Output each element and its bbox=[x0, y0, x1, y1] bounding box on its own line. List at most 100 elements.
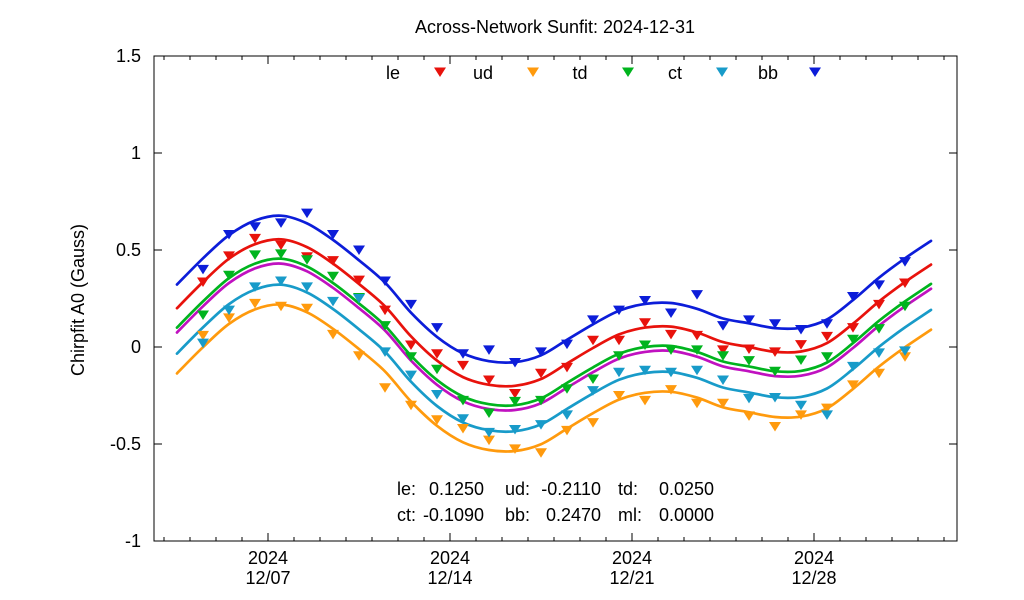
marker-le bbox=[639, 318, 651, 328]
marker-ud bbox=[821, 403, 833, 414]
series-markers-ud bbox=[197, 298, 911, 458]
marker-le bbox=[535, 368, 547, 379]
marker-bb bbox=[717, 321, 729, 331]
marker-bb bbox=[769, 319, 781, 329]
legend-label: bb bbox=[758, 63, 778, 83]
marker-le bbox=[717, 345, 729, 355]
marker-ud bbox=[223, 313, 235, 323]
marker-td bbox=[405, 352, 417, 362]
marker-bb bbox=[327, 229, 339, 240]
axis-ticks bbox=[154, 55, 957, 542]
marker-ud bbox=[665, 385, 677, 395]
fit-annotation-label: bb: bbox=[505, 505, 530, 525]
marker-ct bbox=[821, 410, 833, 420]
plot-border bbox=[153, 55, 958, 542]
x-tick-label-year: 2024 bbox=[248, 548, 288, 568]
marker-bb bbox=[821, 319, 833, 329]
series-curve-ml bbox=[175, 262, 933, 412]
marker-ud bbox=[587, 418, 599, 428]
marker-ct bbox=[301, 282, 313, 292]
marker-ud bbox=[275, 301, 287, 312]
legend-entry-bb: bb bbox=[758, 63, 821, 83]
fit-annotation-label: ml: bbox=[618, 505, 642, 525]
y-tick-label: 1 bbox=[131, 143, 141, 163]
marker-le bbox=[457, 360, 469, 371]
legend-entry-le: le bbox=[386, 63, 446, 83]
legend-marker-icon-td bbox=[622, 67, 634, 77]
marker-ud bbox=[899, 352, 911, 362]
marker-td bbox=[457, 395, 469, 406]
legend-marker-icon-bb bbox=[809, 67, 821, 77]
marker-bb bbox=[743, 315, 755, 325]
marker-le bbox=[431, 349, 443, 359]
marker-bb bbox=[249, 222, 261, 232]
marker-le bbox=[223, 251, 235, 261]
marker-bb bbox=[275, 218, 287, 228]
marker-ct bbox=[665, 367, 677, 378]
marker-td bbox=[769, 366, 781, 377]
marker-le bbox=[795, 340, 807, 350]
series-curve-ud bbox=[175, 303, 933, 453]
marker-ct bbox=[249, 282, 261, 292]
marker-le bbox=[769, 347, 781, 357]
series-curve-td bbox=[175, 257, 933, 408]
marker-ct bbox=[353, 294, 365, 304]
fit-annotation-value: -0.1090 bbox=[423, 505, 484, 525]
marker-bb bbox=[483, 345, 495, 355]
marker-td bbox=[535, 395, 547, 406]
marker-td bbox=[899, 301, 911, 312]
marker-ct bbox=[483, 427, 495, 438]
marker-ud bbox=[431, 415, 443, 425]
marker-le bbox=[561, 362, 573, 373]
marker-ct bbox=[405, 370, 417, 381]
marker-bb bbox=[847, 292, 859, 302]
y-axis-title: Chirpfit A0 (Gauss) bbox=[68, 224, 88, 376]
x-tick-label-year: 2024 bbox=[612, 548, 652, 568]
fit-annotation-value: 0.2470 bbox=[546, 505, 601, 525]
series-markers-bb bbox=[197, 208, 911, 368]
marker-ct bbox=[717, 375, 729, 385]
marker-le bbox=[483, 375, 495, 385]
marker-ud bbox=[873, 368, 885, 379]
marker-ct bbox=[847, 361, 859, 372]
marker-ct bbox=[535, 420, 547, 430]
marker-ct bbox=[691, 365, 703, 376]
x-tick-label-date: 12/14 bbox=[427, 568, 472, 588]
marker-le bbox=[613, 335, 625, 346]
marker-ct bbox=[587, 386, 599, 396]
fit-annotation-value: 0.1250 bbox=[429, 479, 484, 499]
marker-ct bbox=[795, 400, 807, 411]
marker-ct bbox=[873, 348, 885, 358]
legend-marker-icon-ud bbox=[527, 67, 539, 77]
marker-td bbox=[379, 321, 391, 331]
marker-td bbox=[509, 396, 521, 407]
legend-entry-ct: ct bbox=[668, 63, 728, 83]
marker-td bbox=[665, 345, 677, 355]
marker-le bbox=[509, 389, 521, 399]
marker-le bbox=[197, 277, 209, 288]
marker-bb bbox=[587, 315, 599, 325]
y-tick-label: 0 bbox=[131, 337, 141, 357]
marker-ud bbox=[691, 398, 703, 409]
marker-le bbox=[821, 331, 833, 342]
marker-le bbox=[743, 344, 755, 354]
marker-ud bbox=[561, 425, 573, 436]
marker-bb bbox=[665, 308, 677, 319]
marker-ct bbox=[561, 410, 573, 420]
series-curve-ct bbox=[175, 283, 933, 434]
legend-label: le bbox=[386, 63, 400, 83]
marker-bb bbox=[405, 299, 417, 310]
series-markers-ct bbox=[197, 276, 911, 438]
fit-annotation-value: -0.2110 bbox=[541, 479, 601, 499]
marker-le bbox=[275, 240, 287, 251]
x-tick-label-date: 12/07 bbox=[245, 568, 290, 588]
marker-ud bbox=[743, 411, 755, 421]
marker-td bbox=[847, 334, 859, 345]
marker-ct bbox=[899, 346, 911, 356]
marker-td bbox=[223, 270, 235, 281]
marker-le bbox=[249, 233, 261, 244]
legend-entry-ud: ud bbox=[473, 63, 539, 83]
marker-ud bbox=[769, 422, 781, 432]
marker-td bbox=[743, 356, 755, 366]
